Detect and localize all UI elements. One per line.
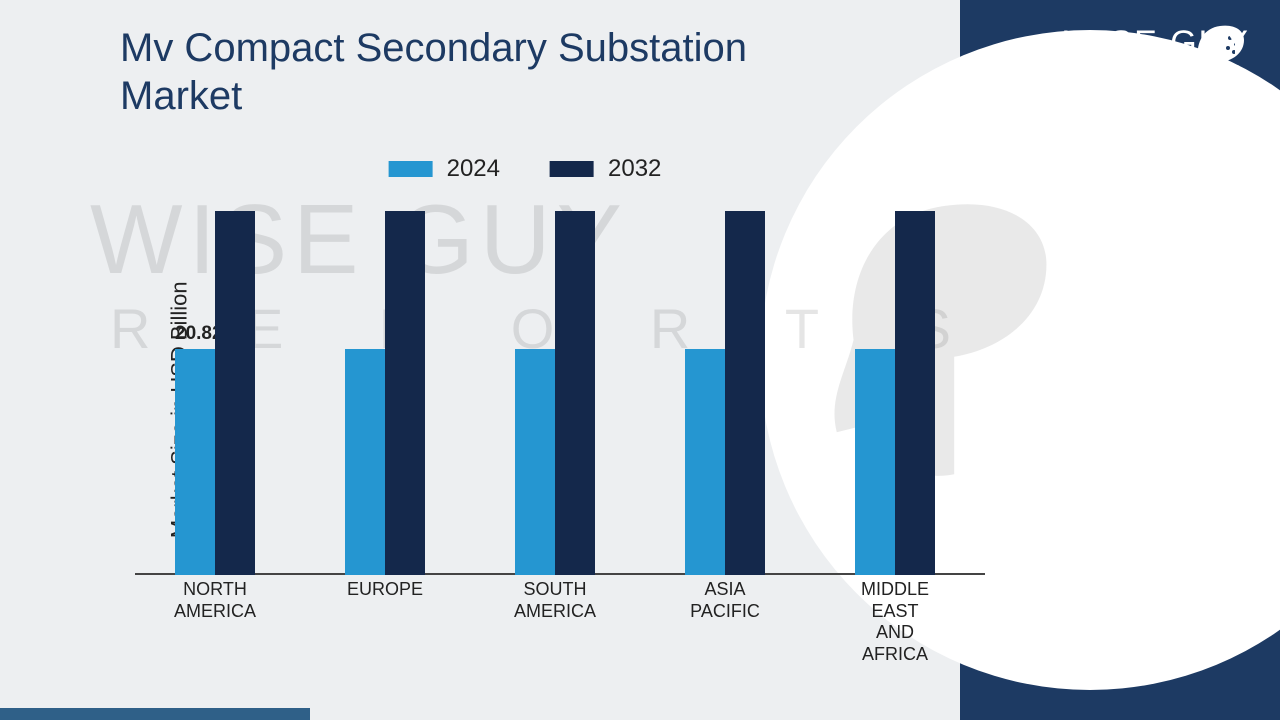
legend-item-2024: 2024 <box>389 155 500 183</box>
bar <box>385 211 425 575</box>
bar <box>555 211 595 575</box>
bar-group <box>515 211 605 575</box>
brand-name: WISE GUY <box>1036 26 1250 60</box>
legend-item-2032: 2032 <box>550 155 661 183</box>
bar <box>345 349 385 575</box>
chart-title: Mv Compact Secondary Substation Market <box>120 24 880 120</box>
bar <box>515 349 555 575</box>
x-axis-tick-label: MIDDLEEASTANDAFRICA <box>830 579 960 665</box>
bar-value-label: 20.82 <box>175 323 215 345</box>
legend-label-2032: 2032 <box>608 155 661 183</box>
bar <box>855 349 895 575</box>
legend-label-2024: 2024 <box>447 155 500 183</box>
x-axis-tick-label: EUROPE <box>320 579 450 601</box>
plot-region: 20.82 <box>135 195 985 575</box>
bar <box>215 211 255 575</box>
bottom-accent-bar <box>0 708 310 720</box>
bar-group <box>855 211 945 575</box>
bar-group <box>685 211 775 575</box>
brand-sub: R E P O R T S <box>1036 62 1250 79</box>
legend-swatch-2032 <box>550 161 594 177</box>
chart-area: Market Size in USD Billion 2024 2032 20.… <box>65 155 985 675</box>
bar <box>895 211 935 575</box>
bar <box>725 211 765 575</box>
brand-logo: WISE GUY R E P O R T S <box>1036 26 1250 79</box>
legend-swatch-2024 <box>389 161 433 177</box>
bar: 20.82 <box>175 349 215 575</box>
legend: 2024 2032 <box>389 155 662 183</box>
x-axis-tick-label: ASIAPACIFIC <box>660 579 790 622</box>
x-axis-tick-label: SOUTHAMERICA <box>490 579 620 622</box>
bar-group <box>345 211 435 575</box>
x-axis-tick-label: NORTHAMERICA <box>150 579 280 622</box>
bar-group: 20.82 <box>175 211 265 575</box>
bar <box>685 349 725 575</box>
